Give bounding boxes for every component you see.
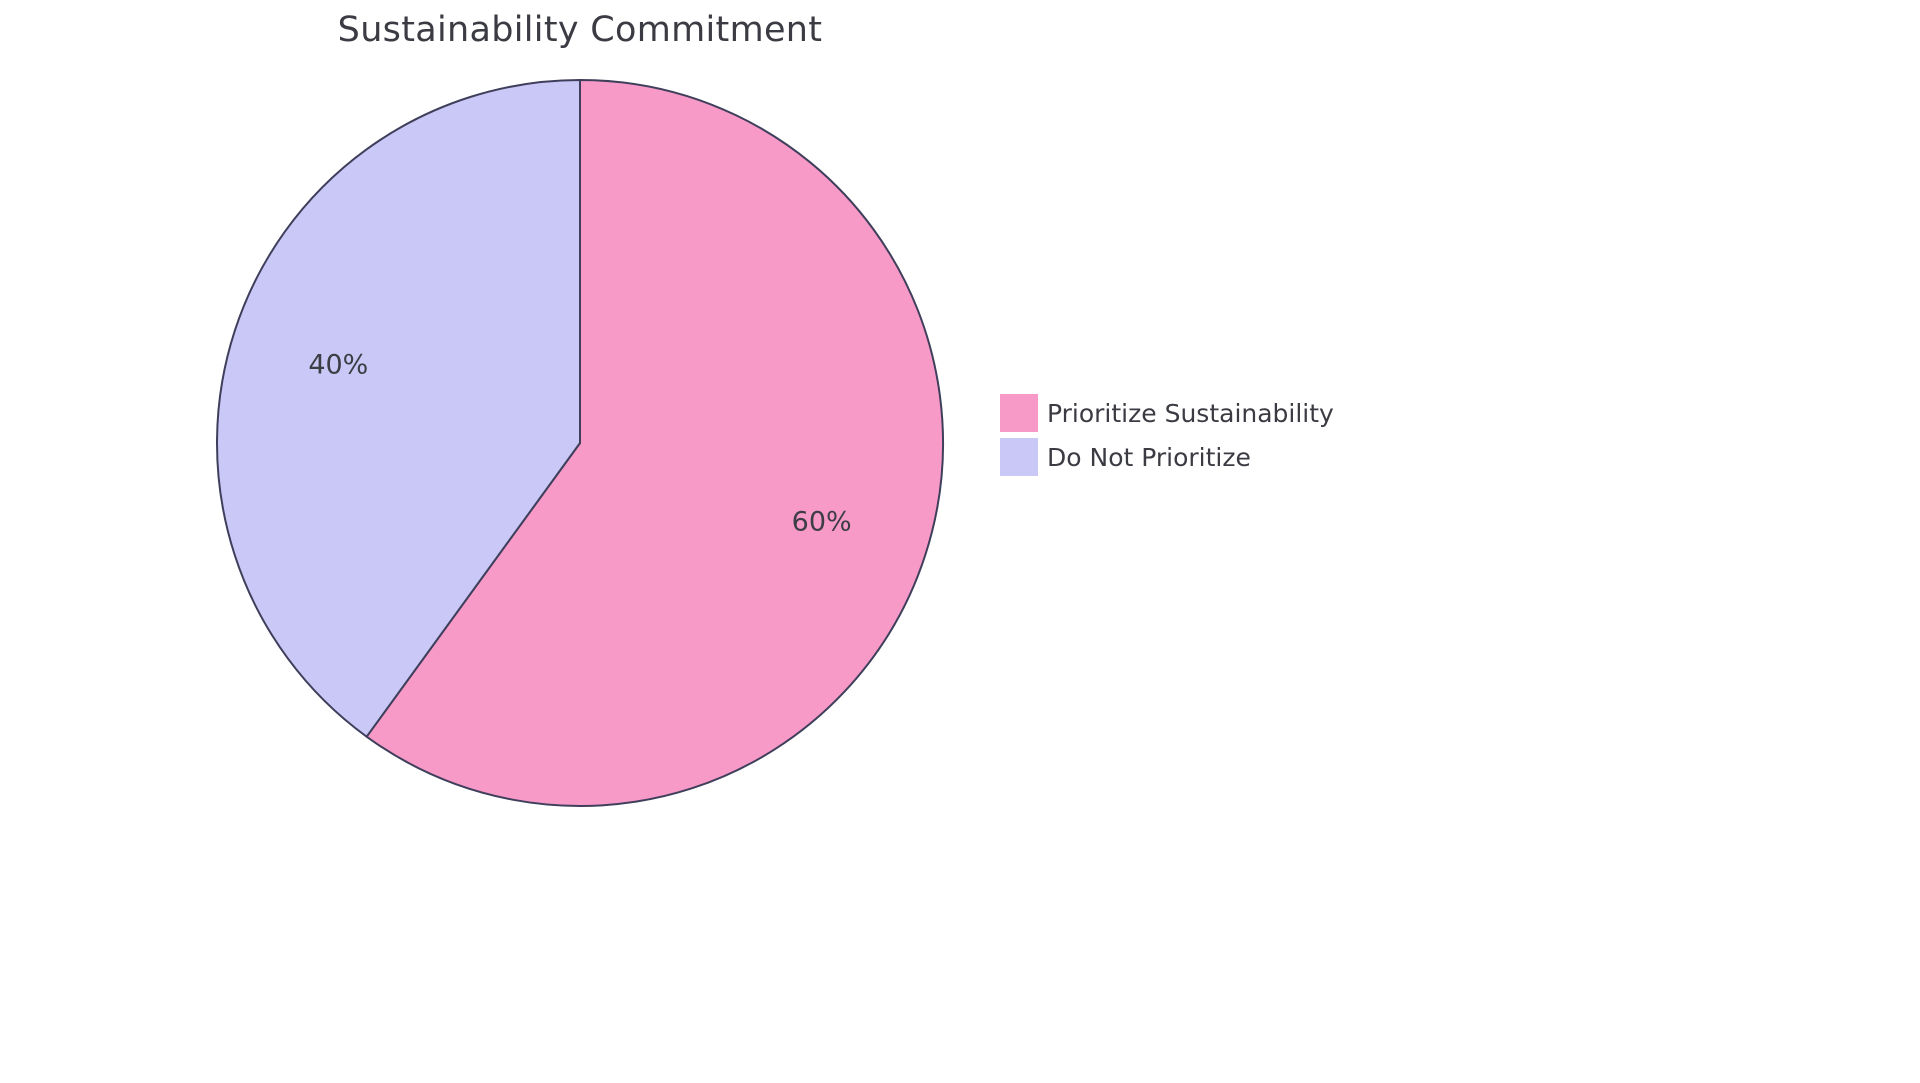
slice-percent-label-do-not-prioritize: 40% bbox=[308, 349, 368, 380]
legend-label-do-not-prioritize: Do Not Prioritize bbox=[1047, 442, 1251, 472]
legend-label-prioritize-sustainability: Prioritize Sustainability bbox=[1047, 398, 1334, 428]
legend-item-do-not-prioritize: Do Not Prioritize bbox=[1000, 438, 1334, 476]
pie-slice-prioritize-sustainability bbox=[365, 79, 944, 807]
legend-item-prioritize-sustainability: Prioritize Sustainability bbox=[1000, 394, 1334, 432]
pie-slice-do-not-prioritize bbox=[216, 79, 581, 738]
chart-title: Sustainability Commitment bbox=[337, 10, 823, 50]
legend-swatch-do-not-prioritize bbox=[1000, 438, 1038, 476]
legend: Prioritize Sustainability Do Not Prioriti… bbox=[1000, 394, 1334, 476]
legend-swatch-prioritize-sustainability bbox=[1000, 394, 1038, 432]
slice-percent-label-prioritize-sustainability: 60% bbox=[792, 507, 852, 538]
